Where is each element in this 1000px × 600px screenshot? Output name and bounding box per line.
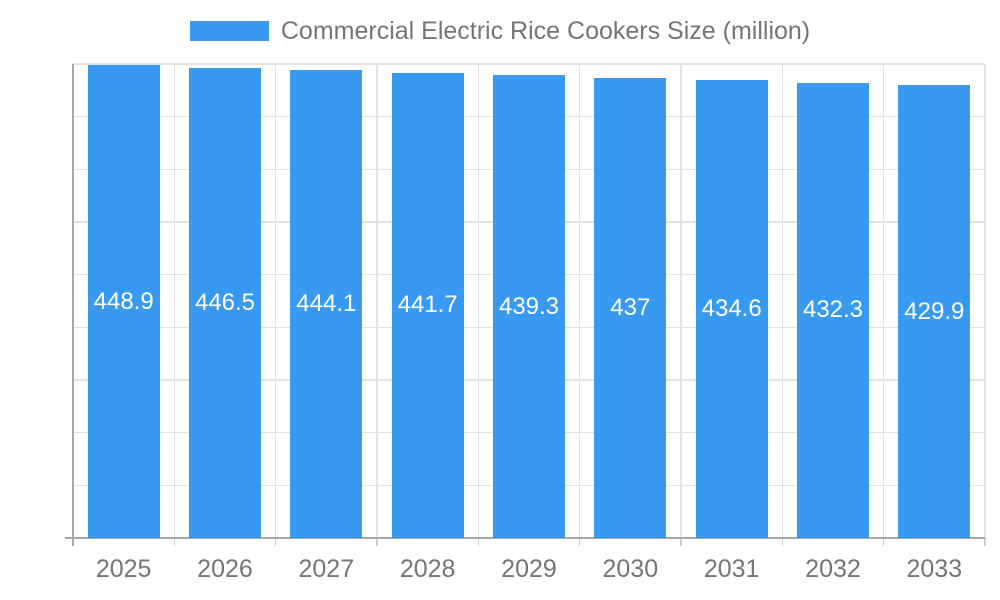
x-gridline: [376, 64, 378, 538]
bar[interactable]: 446.5: [189, 67, 261, 538]
x-axis-label: 2031: [703, 555, 760, 583]
x-axis-line: [65, 537, 985, 539]
bar-value-label: 448.9: [93, 287, 154, 315]
x-axis-label: 2025: [95, 555, 152, 583]
x-gridline: [274, 64, 277, 538]
bar[interactable]: 441.7: [391, 72, 464, 538]
legend-label: Commercial Electric Rice Cookers Size (m…: [280, 17, 811, 45]
x-axis-tick: [680, 538, 682, 546]
legend-swatch: [189, 21, 269, 41]
x-axis-label: 2028: [399, 555, 456, 583]
x-gridline: [882, 64, 885, 538]
bar[interactable]: 437: [594, 77, 667, 538]
x-axis-label: 2026: [197, 555, 253, 583]
bar-value-label: 446.5: [194, 288, 256, 316]
x-axis-label: 2029: [501, 555, 557, 583]
x-axis-tick: [477, 538, 480, 546]
x-axis-tick: [274, 538, 277, 546]
x-gridline: [578, 64, 581, 538]
x-axis-tick: [781, 538, 784, 546]
x-axis-tick: [578, 538, 581, 546]
bar[interactable]: 432.3: [797, 82, 869, 538]
x-axis-tick: [984, 538, 986, 546]
bar-value-label: 429.9: [904, 297, 965, 325]
bar[interactable]: 429.9: [898, 85, 971, 538]
bar-value-label: 434.6: [701, 295, 762, 323]
x-axis-label: 2032: [805, 555, 861, 583]
bar-value-label: 432.3: [802, 296, 864, 324]
x-axis-tick: [882, 538, 885, 546]
y-axis-line: [72, 64, 74, 546]
x-gridline: [680, 64, 682, 538]
x-axis-label: 2033: [906, 555, 963, 583]
plot-area: 050100150200250300350400450448.92025446.…: [65, 63, 986, 583]
bar[interactable]: 434.6: [695, 80, 768, 538]
bar-value-label: 437: [610, 293, 651, 321]
legend[interactable]: Commercial Electric Rice Cookers Size (m…: [0, 17, 1000, 45]
x-axis-tick: [376, 538, 378, 546]
y-gridline: [73, 63, 985, 65]
x-gridline: [781, 64, 784, 538]
bar-value-label: 444.1: [296, 290, 357, 318]
x-axis-label: 2027: [298, 555, 355, 583]
x-axis-tick: [173, 538, 176, 546]
bar[interactable]: 439.3: [493, 75, 565, 538]
x-axis-label: 2030: [602, 555, 659, 583]
x-gridline: [173, 64, 176, 538]
x-gridline: [477, 64, 480, 538]
bar[interactable]: 444.1: [290, 70, 363, 538]
bar[interactable]: 448.9: [87, 65, 160, 538]
bar-value-label: 439.3: [498, 292, 560, 320]
x-gridline: [984, 64, 986, 538]
bar-value-label: 441.7: [397, 291, 458, 319]
